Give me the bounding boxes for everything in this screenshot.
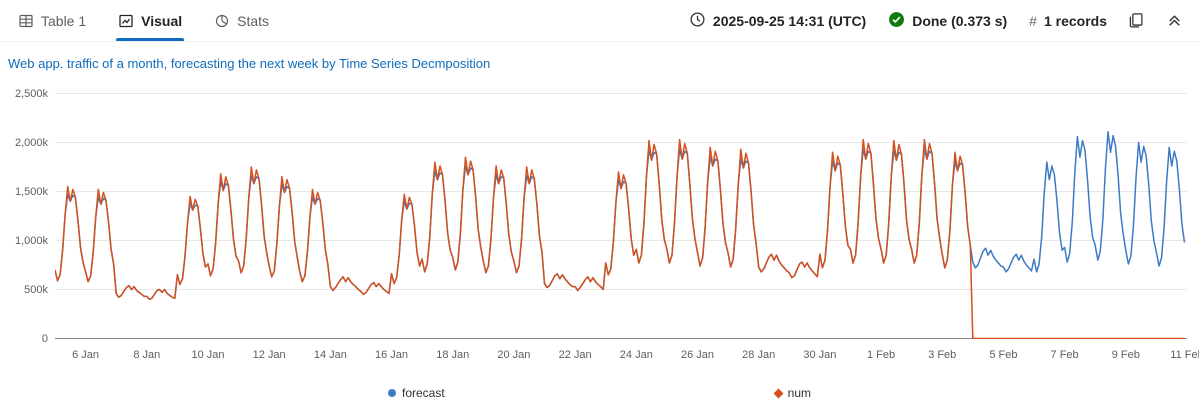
chart-plot[interactable] <box>55 93 1187 339</box>
x-axis-label: 7 Feb <box>1050 349 1079 361</box>
x-axis-label: 11 Feb <box>1170 349 1199 361</box>
chart-icon <box>118 13 134 29</box>
results-tab-bar: Table 1 Visual Stats <box>0 0 1199 42</box>
chevron-double-up-icon <box>1166 12 1183 29</box>
legend-item-num[interactable]: num <box>773 386 812 400</box>
legend-forecast-label: forecast <box>401 386 445 400</box>
status-group: 2025-09-25 14:31 (UTC) Done (0.373 s) # … <box>689 0 1185 41</box>
tab-visual-label: Visual <box>141 12 183 29</box>
tab-table1-label: Table 1 <box>41 12 87 29</box>
legend-num-label: num <box>787 386 812 400</box>
table-icon <box>18 13 34 29</box>
x-axis-label: 10 Jan <box>191 349 225 361</box>
chart-area: 0 500k 1,000k 1,500k 2,000k 2,500k 6 Jan 8 Jan… <box>0 73 1199 378</box>
x-axis-label: 20 Jan <box>497 349 531 361</box>
y-axis-label: 2,000k <box>14 136 48 149</box>
y-axis-label: 500k <box>24 283 48 296</box>
y-axis-label: 1,500k <box>14 185 48 198</box>
tab-stats[interactable]: Stats <box>212 0 271 41</box>
x-axis-label: 12 Jan <box>252 349 286 361</box>
y-axis-label: 2,500k <box>14 87 48 100</box>
x-axis-label: 22 Jan <box>558 349 592 361</box>
x-axis-label: 24 Jan <box>619 349 653 361</box>
legend-item-forecast[interactable]: forecast <box>387 386 445 400</box>
success-check-icon <box>888 11 905 31</box>
copy-icon <box>1127 12 1144 29</box>
collapse-pane-button[interactable] <box>1164 10 1185 31</box>
results-tabs: Table 1 Visual Stats <box>16 0 271 41</box>
records-segment: # 1 records <box>1029 13 1107 29</box>
copy-results-button[interactable] <box>1125 10 1146 31</box>
clock-icon <box>689 11 706 31</box>
number-icon: # <box>1029 12 1037 29</box>
timestamp-segment: 2025-09-25 14:31 (UTC) <box>689 11 866 31</box>
x-axis-label: 5 Feb <box>989 349 1018 361</box>
forecast-series-marker-icon <box>387 389 396 397</box>
x-axis-label: 16 Jan <box>375 349 409 361</box>
x-axis-label: 1 Feb <box>866 349 896 361</box>
query-timestamp: 2025-09-25 14:31 (UTC) <box>712 12 867 29</box>
chart-title: Web app. traffic of a month, forecasting… <box>8 56 491 71</box>
x-axis-label: 30 Jan <box>803 349 837 361</box>
y-axis-label: 0 <box>41 332 48 345</box>
stats-pie-icon <box>214 13 230 29</box>
tab-stats-label: Stats <box>237 12 270 29</box>
x-axis-label: 18 Jan <box>436 349 470 361</box>
status-text: Done (0.373 s) <box>912 12 1008 29</box>
num-series-marker-icon <box>773 388 784 398</box>
status-segment: Done (0.373 s) <box>888 11 1007 31</box>
x-axis-label: 14 Jan <box>313 349 347 361</box>
x-axis-label: 26 Jan <box>680 349 714 361</box>
tab-table1[interactable]: Table 1 <box>16 0 88 41</box>
tab-visual[interactable]: Visual <box>116 0 185 41</box>
series-line-num <box>55 138 1185 339</box>
y-axis-label: 1,000k <box>14 234 48 247</box>
x-axis-label: 3 Feb <box>928 349 957 361</box>
x-axis-label: 6 Jan <box>72 349 100 361</box>
x-axis-label: 28 Jan <box>742 349 776 361</box>
records-count: 1 records <box>1043 12 1107 29</box>
chart-legend: forecast num <box>0 386 1199 400</box>
series-line-forecast <box>55 130 1186 301</box>
x-axis-label: 9 Feb <box>1111 349 1140 361</box>
x-axis-label: 8 Jan <box>133 349 161 361</box>
